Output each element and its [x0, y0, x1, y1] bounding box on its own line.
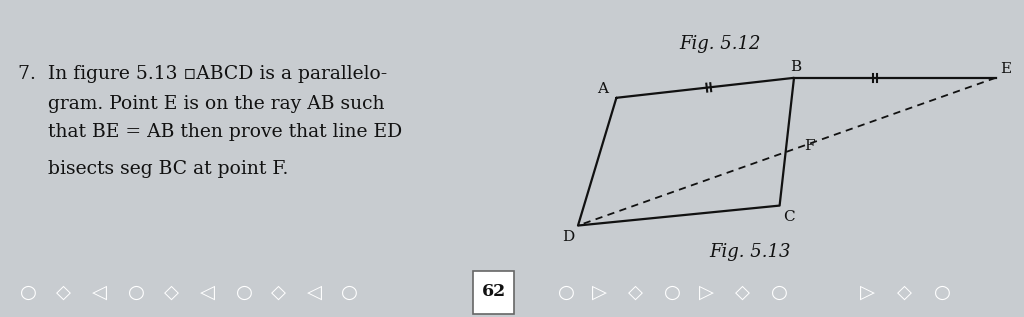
- FancyBboxPatch shape: [473, 271, 514, 314]
- Text: ○: ○: [128, 283, 145, 302]
- Text: bisects seg BC at point F.: bisects seg BC at point F.: [18, 160, 289, 178]
- Text: ○: ○: [558, 283, 575, 302]
- Text: ○: ○: [20, 283, 38, 302]
- Text: ◁: ◁: [92, 283, 108, 302]
- Text: B: B: [791, 60, 802, 74]
- Text: ○: ○: [664, 283, 681, 302]
- Text: ◁: ◁: [200, 283, 215, 302]
- Text: ◇: ◇: [897, 283, 912, 302]
- Text: ◇: ◇: [628, 283, 643, 302]
- Text: ▷: ▷: [699, 283, 715, 302]
- Text: 62: 62: [481, 283, 506, 300]
- Text: ▷: ▷: [860, 283, 876, 302]
- Text: A: A: [597, 82, 608, 96]
- Text: ○: ○: [771, 283, 788, 302]
- Text: Fig. 5.12: Fig. 5.12: [679, 35, 761, 53]
- Text: ◇: ◇: [164, 283, 179, 302]
- Text: that BE = AB then prove that line ED: that BE = AB then prove that line ED: [18, 123, 402, 141]
- Text: gram. Point E is on the ray AB such: gram. Point E is on the ray AB such: [18, 95, 384, 113]
- Text: ◇: ◇: [56, 283, 72, 302]
- Text: D: D: [562, 230, 574, 243]
- Text: 7.  In figure 5.13 ▫ABCD is a parallelo-: 7. In figure 5.13 ▫ABCD is a parallelo-: [18, 65, 387, 83]
- Text: ▷: ▷: [592, 283, 607, 302]
- Text: ○: ○: [236, 283, 253, 302]
- Text: Fig. 5.13: Fig. 5.13: [710, 243, 791, 262]
- Text: ○: ○: [341, 283, 358, 302]
- Text: E: E: [1000, 62, 1012, 76]
- Text: F: F: [804, 139, 814, 153]
- Text: C: C: [783, 210, 796, 223]
- Text: ◁: ◁: [307, 283, 323, 302]
- Text: ◇: ◇: [735, 283, 751, 302]
- Text: ○: ○: [934, 283, 951, 302]
- Text: ◇: ◇: [271, 283, 287, 302]
